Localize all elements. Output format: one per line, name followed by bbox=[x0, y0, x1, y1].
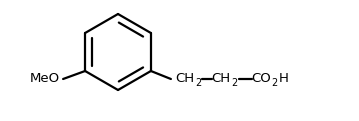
Text: 2: 2 bbox=[195, 78, 201, 88]
Text: CH: CH bbox=[211, 72, 230, 86]
Text: CO: CO bbox=[251, 72, 271, 86]
Text: 2: 2 bbox=[271, 78, 277, 88]
Text: CH: CH bbox=[175, 72, 195, 86]
Text: H: H bbox=[279, 72, 289, 86]
Text: MeO: MeO bbox=[30, 72, 60, 86]
Text: 2: 2 bbox=[231, 78, 237, 88]
